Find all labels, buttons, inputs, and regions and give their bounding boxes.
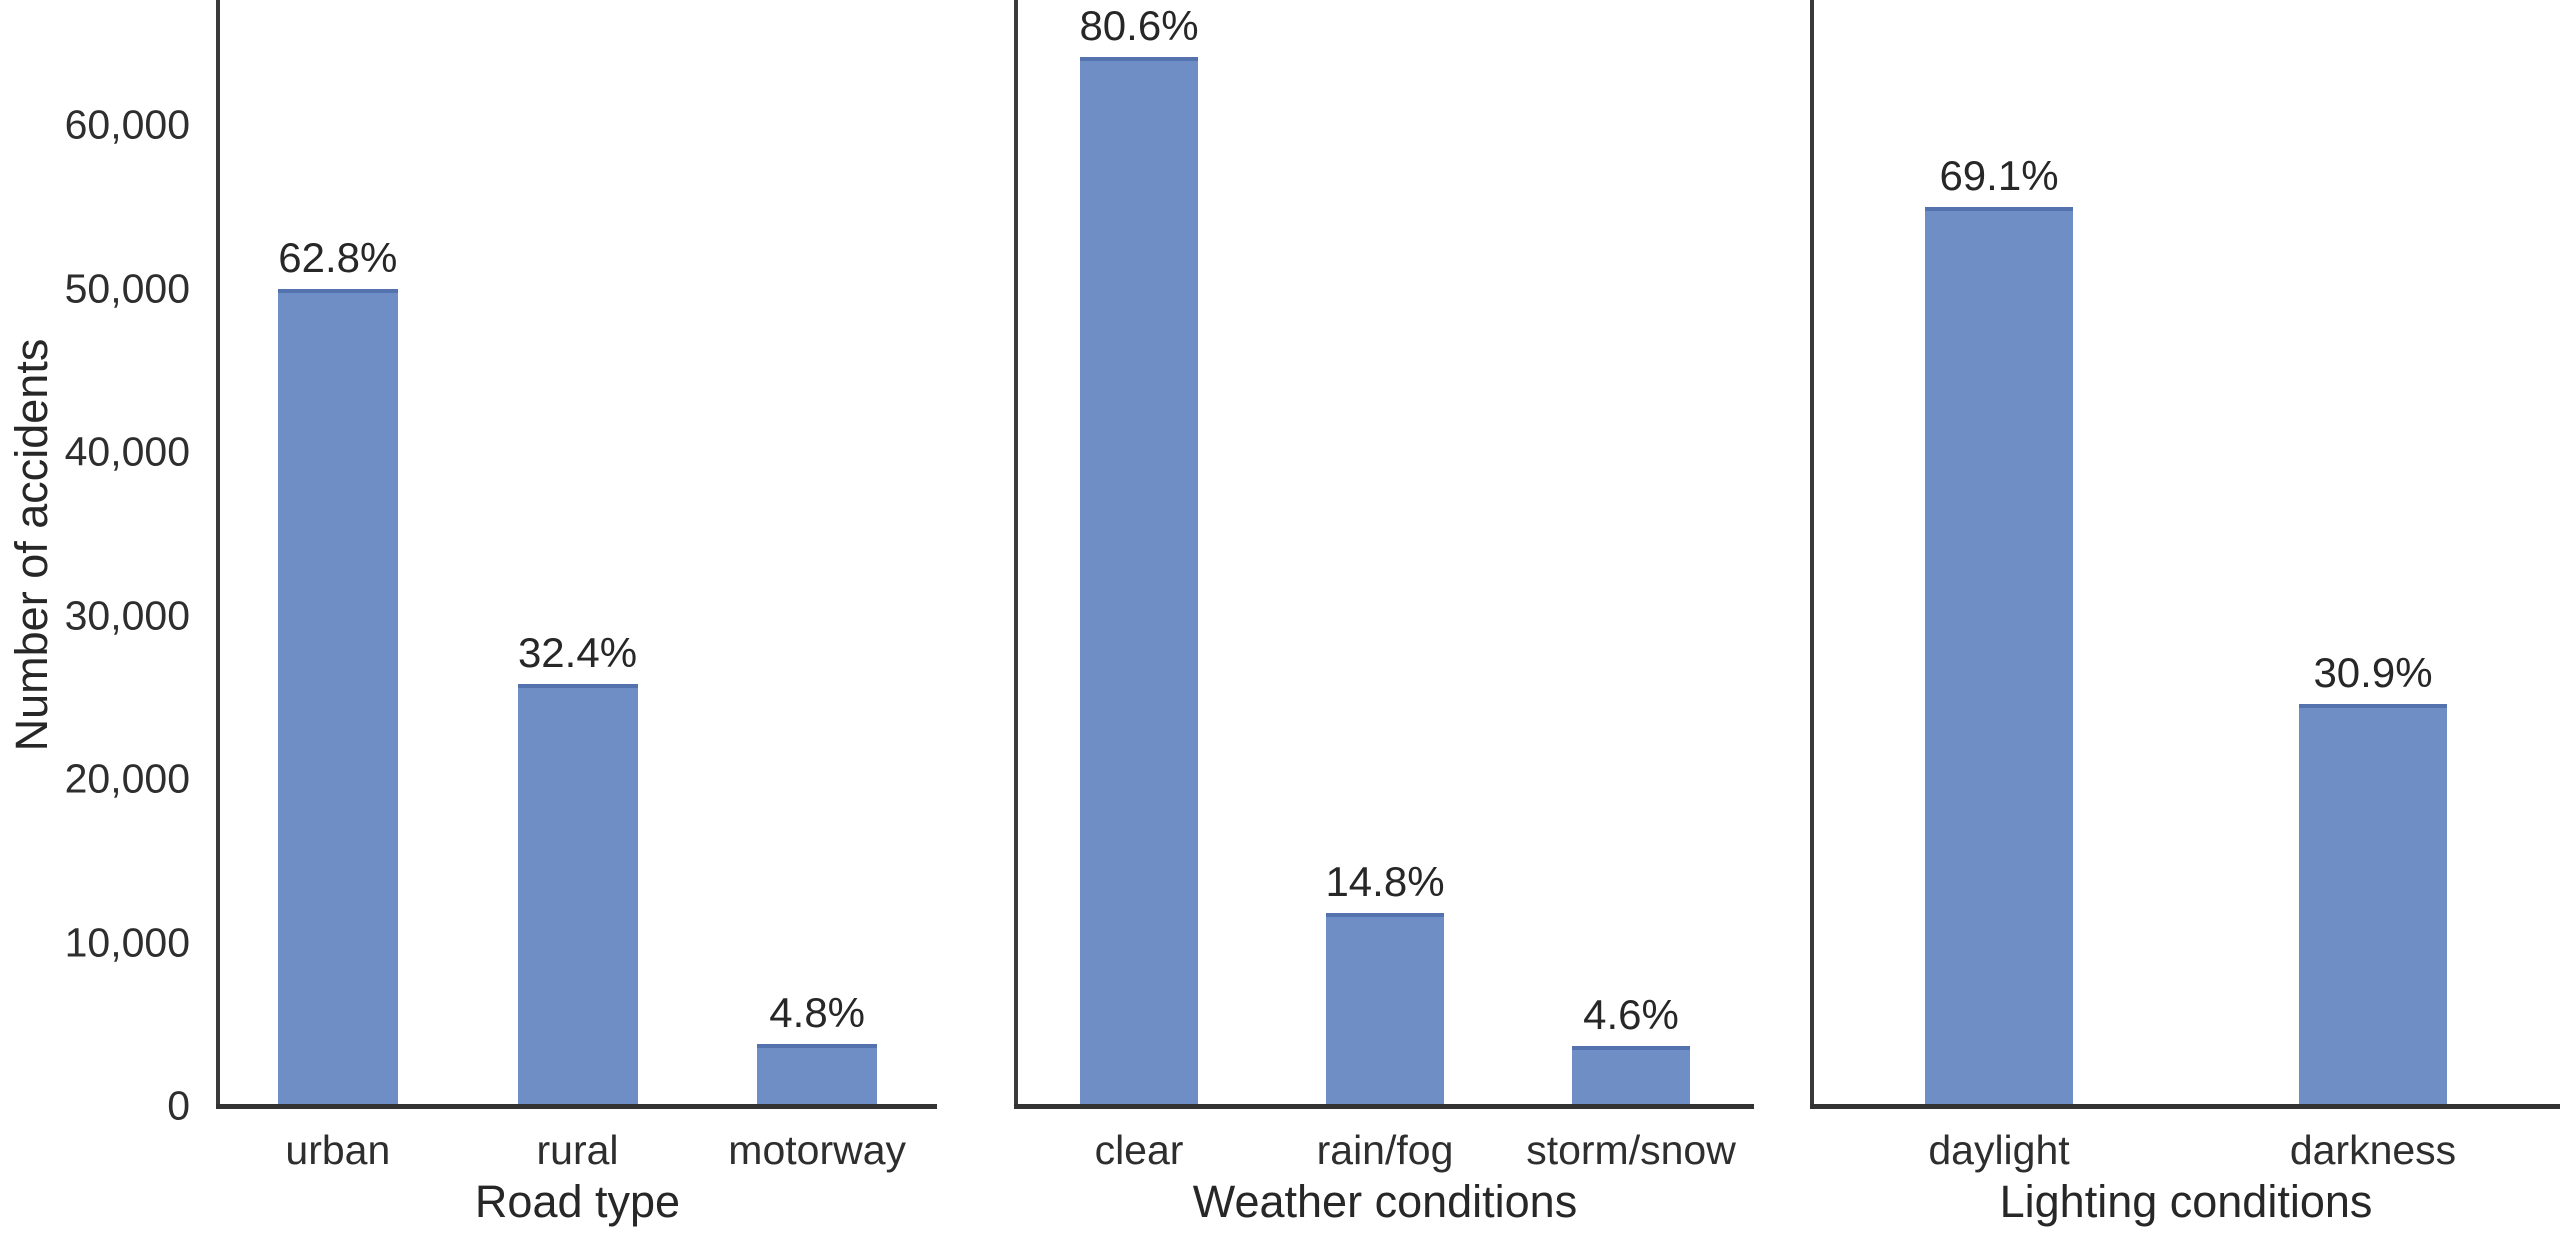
ytick-label-20-000: 20,000 bbox=[64, 755, 190, 802]
ytick-label-30-000: 30,000 bbox=[64, 592, 190, 638]
bar-urban bbox=[277, 288, 398, 1106]
x-axis-label-lighting-conditions: Lighting conditions bbox=[1999, 1176, 2373, 1227]
bar-darkness bbox=[2299, 703, 2447, 1106]
xtick-label-rain-fog: rain/fog bbox=[1316, 1127, 1454, 1173]
y-axis-spine-weather-conditions bbox=[1014, 0, 1018, 1109]
bar-rain-fog bbox=[1326, 913, 1444, 1106]
x-axis-spine-road-type bbox=[216, 1104, 937, 1109]
x-axis-label-road-type: Road type bbox=[474, 1176, 681, 1227]
pct-label-rural: 32.4% bbox=[517, 629, 638, 677]
xtick-label-urban: urban bbox=[285, 1127, 391, 1173]
pct-label-motorway: 4.8% bbox=[769, 988, 866, 1036]
pct-label-storm-snow: 4.6% bbox=[1583, 991, 1679, 1039]
pct-label-urban: 62.8% bbox=[278, 233, 398, 281]
bar-motorway bbox=[757, 1043, 878, 1106]
pct-label-darkness: 30.9% bbox=[2313, 648, 2433, 696]
ytick-label-40-000: 40,000 bbox=[64, 428, 190, 475]
xtick-label-storm-snow: storm/snow bbox=[1526, 1127, 1736, 1173]
bar-clear bbox=[1080, 56, 1198, 1106]
xtick-label-motorway: motorway bbox=[728, 1127, 907, 1173]
pct-label-clear: 80.6% bbox=[1079, 1, 1199, 49]
xtick-label-rural: rural bbox=[536, 1127, 619, 1173]
xtick-label-darkness: darkness bbox=[2289, 1127, 2457, 1173]
ytick-label-10-000: 10,000 bbox=[64, 919, 190, 965]
xtick-label-clear: clear bbox=[1094, 1127, 1184, 1173]
x-axis-spine-weather-conditions bbox=[1014, 1104, 1754, 1109]
ytick-label-0: 0 bbox=[167, 1082, 190, 1129]
bar-rural bbox=[517, 684, 638, 1106]
x-axis-label-weather-conditions: Weather conditions bbox=[1192, 1176, 1578, 1227]
ytick-label-50-000: 50,000 bbox=[64, 265, 190, 311]
y-axis-spine-road-type bbox=[216, 0, 220, 1109]
pct-label-rain-fog: 14.8% bbox=[1325, 858, 1445, 906]
x-axis-spine-lighting-conditions bbox=[1810, 1104, 2560, 1109]
xtick-label-daylight: daylight bbox=[1928, 1127, 2070, 1173]
y-axis-spine-lighting-conditions bbox=[1810, 0, 1814, 1109]
bar-storm-snow bbox=[1572, 1046, 1690, 1106]
ytick-label-60-000: 60,000 bbox=[64, 101, 190, 148]
pct-label-daylight: 69.1% bbox=[1939, 151, 2059, 199]
bar-daylight bbox=[1925, 206, 2073, 1106]
y-axis-label: Number of accidents bbox=[6, 338, 57, 752]
